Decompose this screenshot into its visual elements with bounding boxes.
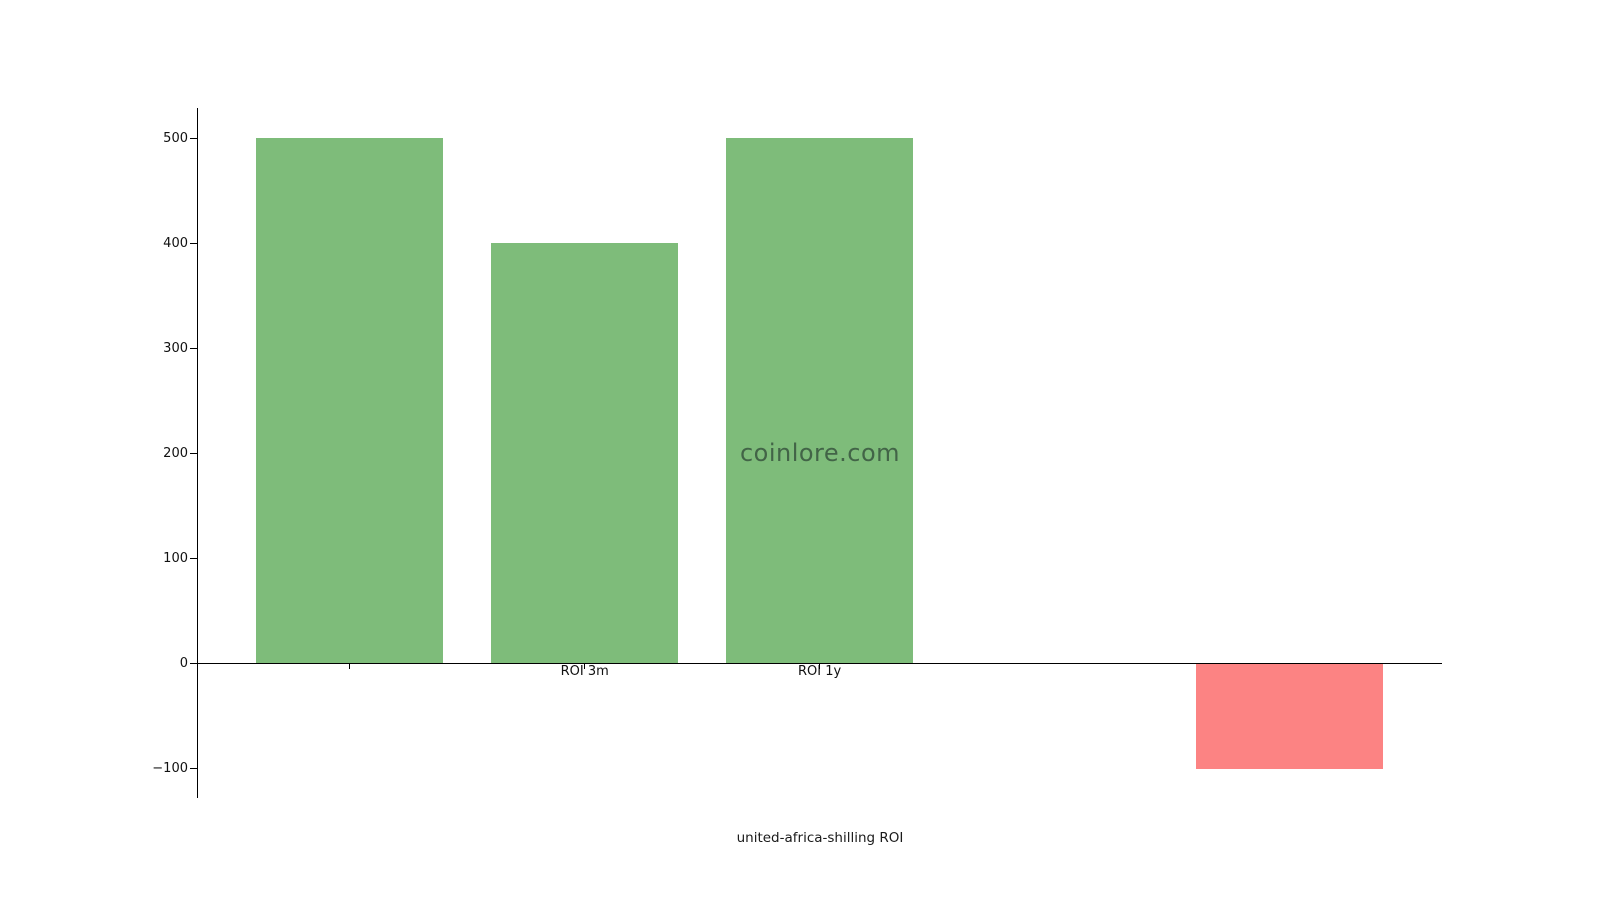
bar-slot-0: [256, 138, 444, 663]
y-axis-tick: [190, 348, 197, 349]
y-axis-tick: [190, 768, 197, 769]
watermark: coinlore.com: [739, 439, 901, 467]
x-axis-line: [197, 663, 1442, 664]
x-axis-tick-label: ROI 3m: [560, 664, 609, 679]
y-axis-tick-label: −100: [152, 760, 188, 776]
x-axis-tick: [584, 664, 586, 669]
y-axis-tick-label: 200: [163, 445, 188, 461]
x-axis-tick: [819, 664, 821, 669]
y-axis-tick: [190, 243, 197, 244]
bar-slot-4: [1195, 664, 1383, 769]
y-axis-tick-label: 100: [163, 550, 188, 566]
chart-title: united-africa-shilling ROI: [736, 830, 904, 846]
y-axis-tick-label: 500: [163, 130, 188, 146]
y-axis-tick-label: 300: [163, 340, 188, 356]
y-axis-tick: [190, 138, 197, 139]
bar-roi-1y: [726, 138, 914, 663]
y-axis-tick-label: 0: [179, 655, 188, 671]
y-axis-tick: [190, 453, 197, 454]
x-axis-tick: [349, 664, 351, 669]
y-axis-line: [197, 108, 198, 798]
y-axis-tick: [190, 558, 197, 559]
bar-roi-3m: [491, 243, 679, 663]
x-axis-tick-label: ROI 1y: [797, 664, 842, 679]
y-axis-tick: [190, 663, 197, 664]
y-axis-tick-label: 400: [163, 235, 188, 251]
